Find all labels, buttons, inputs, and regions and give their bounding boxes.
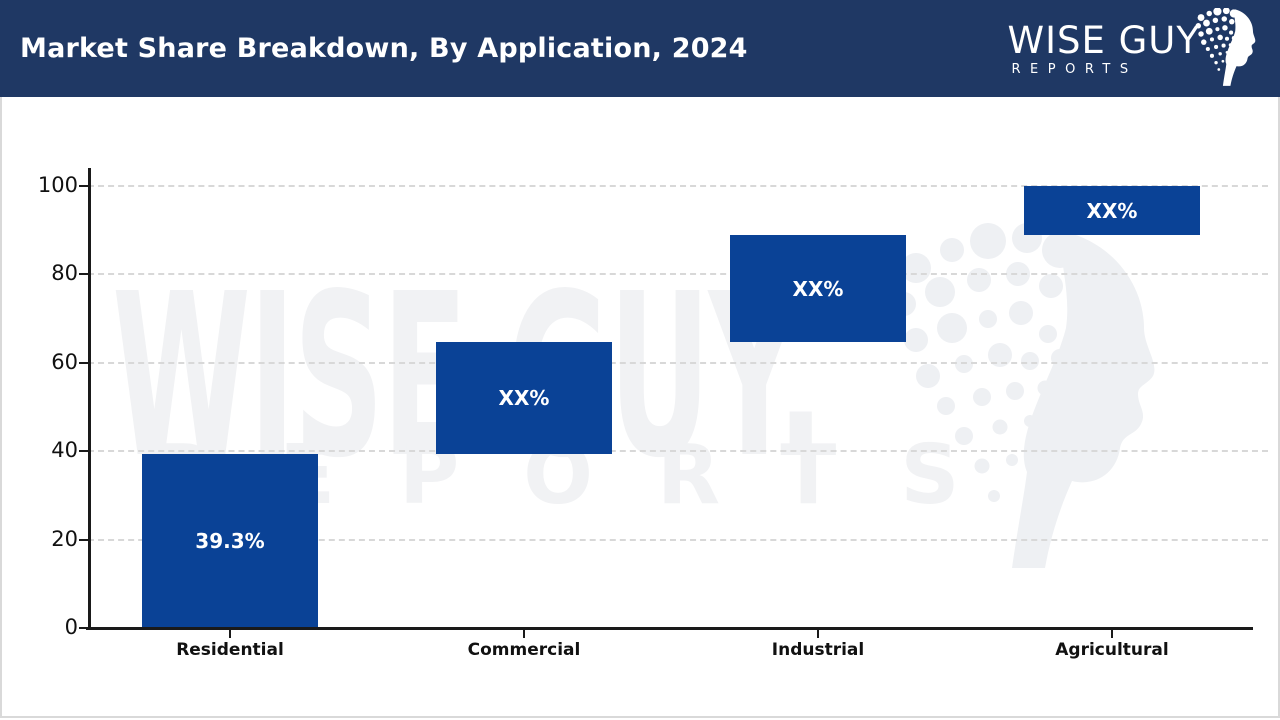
y-tick-label-20: 20 [51,526,78,551]
y-tick-mark-60 [79,361,88,364]
y-tick-label-0: 0 [64,615,78,639]
x-category-label-residential: Residential [176,640,284,660]
gridline-40 [88,450,1268,453]
x-category-label-industrial: Industrial [771,640,865,660]
y-tick-mark-100 [79,185,88,187]
page-title: Market Share Breakdown, By Application, … [20,33,748,64]
dot-face-logo-icon [1195,7,1256,86]
x-category-label-agricultural: Agricultural [1055,640,1169,660]
bar-agricultural: XX% [1024,186,1200,236]
y-axis-line [88,168,91,630]
y-tick-label-80: 80 [51,261,78,286]
y-tick-mark-40 [79,450,88,453]
bar-value-label: XX% [1086,198,1138,223]
x-category-label-commercial: Commercial [467,640,581,660]
y-tick-label-40: 40 [51,438,78,463]
y-tick-label-60: 60 [51,349,78,374]
bar-value-label: 39.3% [195,529,265,554]
x-tick-mark-agricultural [1111,630,1113,638]
y-tick-label-100: 100 [37,173,78,197]
bar-value-label: XX% [792,276,844,301]
y-tick-mark-20 [79,538,88,541]
gridline-100 [88,185,1268,187]
bar-residential: 39.3% [142,454,318,628]
x-tick-mark-residential [229,630,231,638]
bar-commercial: XX% [436,342,612,455]
logo-subtitle: REPORTS [1011,61,1138,77]
x-tick-mark-industrial [817,630,819,638]
gridline-60 [88,361,1268,364]
logo-text: WISE GUY REPORTS [1008,22,1200,76]
y-tick-mark-80 [79,273,88,276]
gridline-80 [88,273,1268,276]
x-tick-mark-commercial [523,630,525,638]
gridline-20 [88,538,1268,541]
x-axis-line [86,627,1253,630]
bar-industrial: XX% [730,235,906,343]
wise-guy-reports-logo: WISE GUY REPORTS [1008,7,1266,90]
y-tick-mark-0 [79,627,88,629]
logo-wordmark: WISE GUY [1007,18,1200,62]
header-bar: Market Share Breakdown, By Application, … [0,0,1280,97]
bar-value-label: XX% [498,386,550,411]
